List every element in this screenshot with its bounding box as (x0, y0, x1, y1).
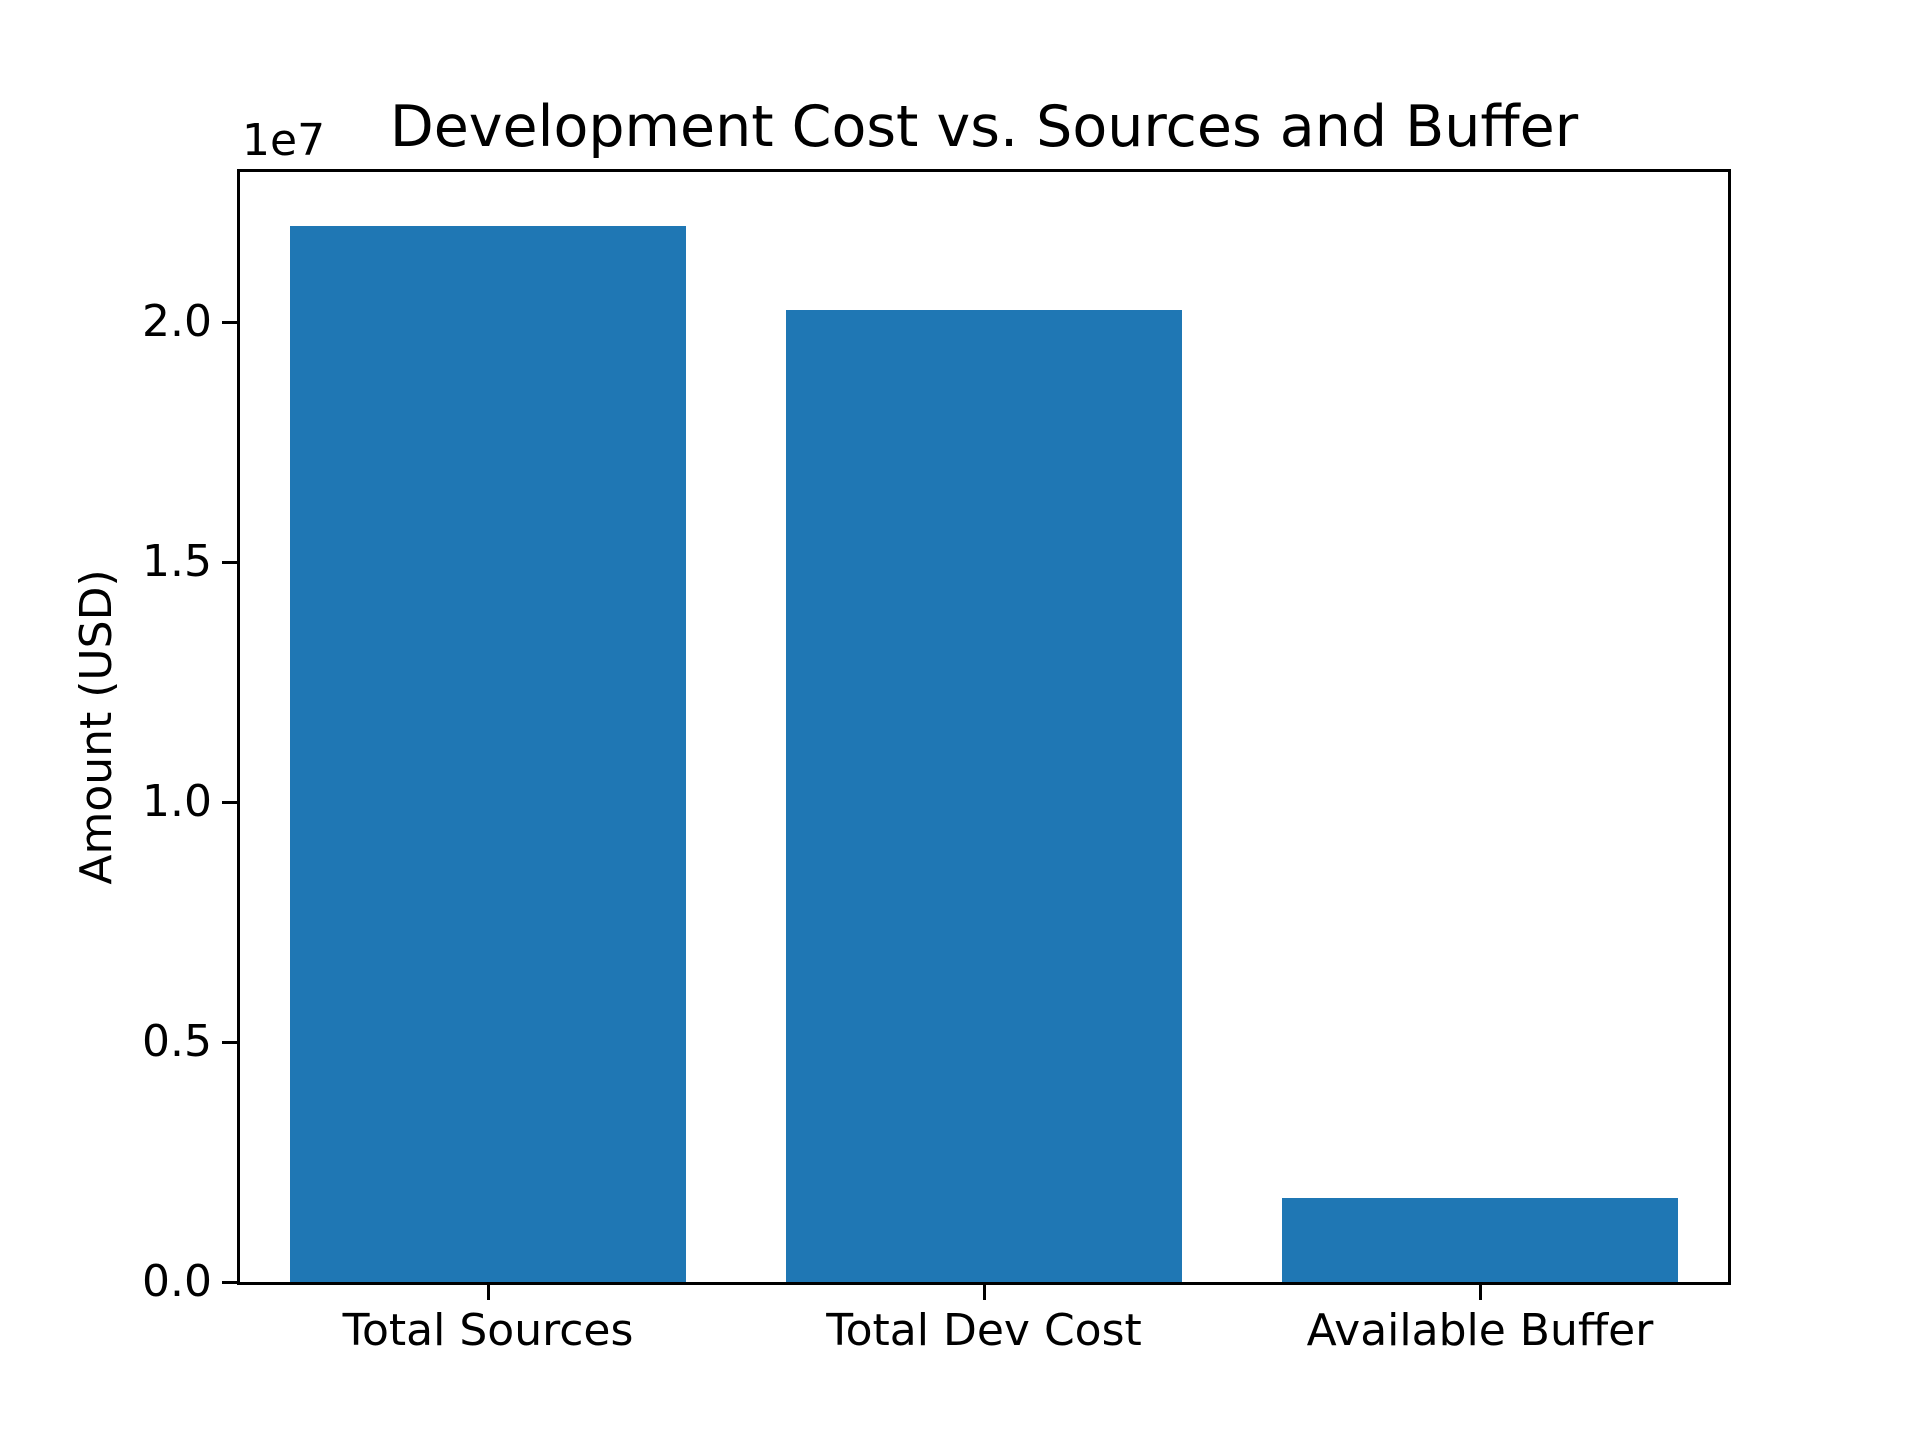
x-tick-mark (1478, 1285, 1482, 1300)
y-tick-label: 2.0 (142, 296, 212, 347)
y-tick-label: 1.5 (142, 536, 212, 587)
y-tick-mark (222, 1280, 237, 1284)
y-tick-label: 0.0 (142, 1256, 212, 1307)
bar-total-sources (289, 226, 687, 1282)
x-tick-label-total-dev-cost: Total Dev Cost (826, 1305, 1142, 1356)
plot-area: 0.0 0.5 1.0 1.5 2.0 Total Sources Total Dev Co… (142, 169, 1731, 1354)
y-tick-label: 0.5 (142, 1016, 212, 1067)
x-tick-label-available-buffer: Available Buffer (1306, 1305, 1654, 1356)
x-tick-label-total-sources: Total Sources (342, 1305, 634, 1356)
y-tick-mark (222, 560, 237, 564)
x-tick-mark (982, 1285, 986, 1300)
bar-total-dev-cost (785, 310, 1183, 1282)
x-tick-mark (486, 1285, 490, 1300)
y-tick-mark (222, 320, 237, 324)
y-tick-mark (222, 1040, 237, 1044)
y-axis-offset-text: 1e7 (242, 115, 326, 166)
chart-title: Development Cost vs. Sources and Buffer (389, 94, 1579, 160)
y-tick-mark (222, 800, 237, 804)
bar-available-buffer (1281, 1198, 1679, 1282)
y-tick-label: 1.0 (142, 776, 212, 827)
